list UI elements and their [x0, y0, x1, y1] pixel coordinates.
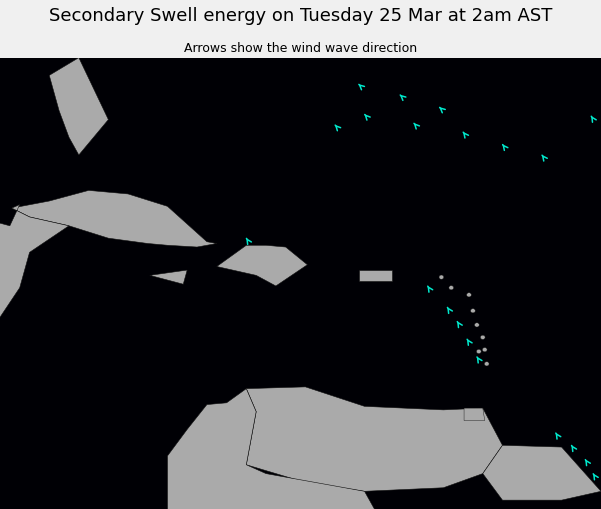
Circle shape — [471, 309, 475, 313]
Circle shape — [480, 335, 485, 340]
Circle shape — [449, 286, 454, 290]
Circle shape — [466, 293, 471, 297]
Circle shape — [439, 275, 444, 280]
Polygon shape — [246, 387, 502, 491]
Polygon shape — [12, 191, 217, 247]
Polygon shape — [49, 59, 108, 156]
Circle shape — [484, 362, 489, 366]
Circle shape — [475, 323, 479, 327]
Polygon shape — [359, 270, 392, 281]
Polygon shape — [148, 389, 374, 509]
Polygon shape — [217, 246, 307, 287]
Polygon shape — [464, 408, 485, 420]
Text: Secondary Swell energy on Tuesday 25 Mar at 2am AST: Secondary Swell energy on Tuesday 25 Mar… — [49, 8, 552, 25]
Text: Arrows show the wind wave direction: Arrows show the wind wave direction — [184, 42, 417, 54]
Circle shape — [477, 350, 481, 354]
Polygon shape — [150, 270, 187, 285]
Circle shape — [483, 348, 487, 352]
Polygon shape — [483, 445, 601, 500]
Polygon shape — [0, 205, 69, 332]
